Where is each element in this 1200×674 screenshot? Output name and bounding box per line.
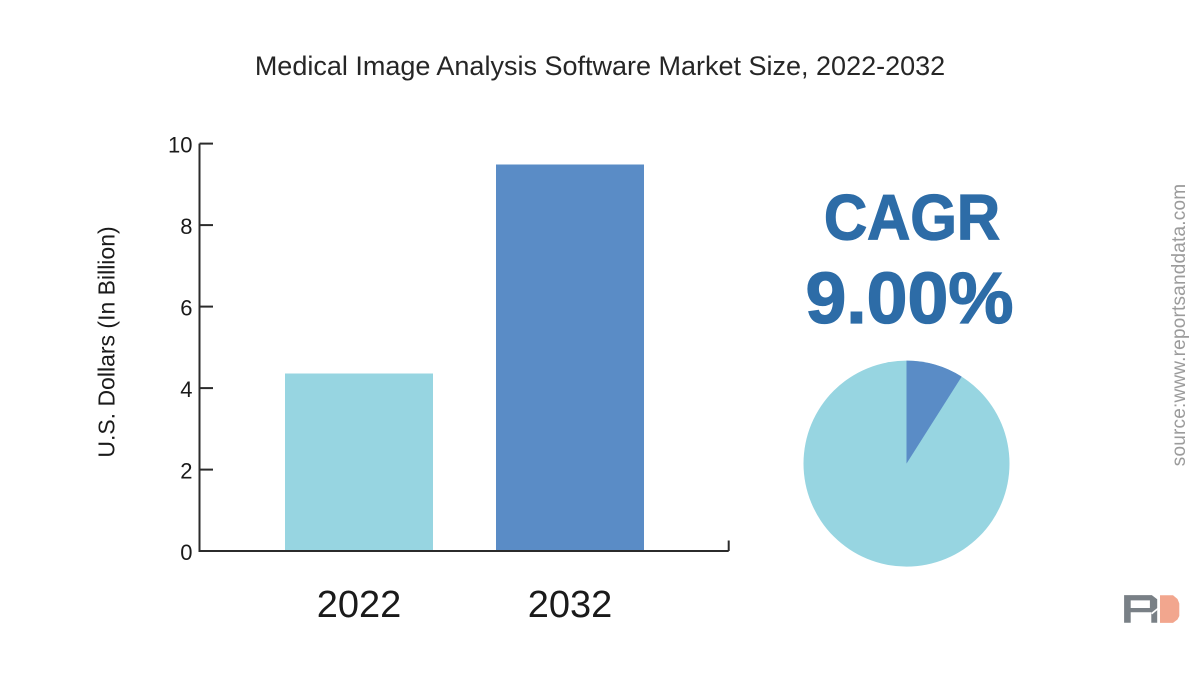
svg-text:4: 4: [180, 377, 192, 402]
svg-text:source:www.reportsanddata.com: source:www.reportsanddata.com: [1169, 184, 1190, 467]
svg-text:2022: 2022: [317, 584, 402, 626]
svg-text:6: 6: [180, 296, 192, 321]
svg-text:Medical Image Analysis Softwar: Medical Image Analysis Software Market S…: [255, 51, 945, 81]
svg-text:10: 10: [168, 133, 192, 158]
svg-text:9.00%: 9.00%: [806, 259, 1014, 339]
svg-text:2: 2: [180, 459, 192, 484]
svg-text:2032: 2032: [528, 584, 613, 626]
svg-text:8: 8: [180, 214, 192, 239]
svg-text:0: 0: [180, 540, 192, 565]
svg-text:CAGR: CAGR: [824, 182, 1000, 254]
svg-text:U.S. Dollars (In Billion): U.S. Dollars (In Billion): [94, 226, 120, 457]
